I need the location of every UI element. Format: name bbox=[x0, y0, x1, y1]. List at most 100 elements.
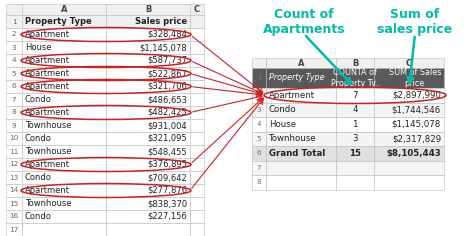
Bar bbox=[6, 41, 22, 54]
Text: $2,897,990: $2,897,990 bbox=[392, 91, 441, 100]
Text: Apartment: Apartment bbox=[25, 82, 70, 91]
Text: 11: 11 bbox=[9, 148, 18, 155]
Bar bbox=[336, 146, 374, 160]
Text: Property Type: Property Type bbox=[269, 73, 325, 83]
Text: $1,145,078: $1,145,078 bbox=[139, 43, 187, 52]
Text: Townhouse: Townhouse bbox=[25, 121, 72, 130]
Bar bbox=[190, 132, 204, 145]
Text: 8: 8 bbox=[257, 179, 261, 185]
Bar bbox=[190, 41, 204, 54]
Bar bbox=[190, 223, 204, 236]
Text: 6: 6 bbox=[257, 150, 261, 156]
Bar bbox=[106, 28, 190, 41]
Text: Apartment: Apartment bbox=[25, 108, 70, 117]
Bar bbox=[336, 68, 374, 88]
Bar bbox=[6, 145, 22, 158]
Text: 7: 7 bbox=[12, 97, 16, 102]
Bar bbox=[190, 158, 204, 171]
Bar bbox=[106, 210, 190, 223]
Text: A: A bbox=[61, 5, 67, 14]
Bar bbox=[106, 197, 190, 210]
Bar bbox=[190, 106, 204, 119]
Bar bbox=[22, 223, 106, 236]
Text: $482,425: $482,425 bbox=[147, 108, 187, 117]
Bar bbox=[266, 117, 336, 131]
Bar bbox=[190, 4, 204, 15]
Bar bbox=[106, 15, 190, 28]
Text: Apartment: Apartment bbox=[269, 91, 315, 100]
Bar bbox=[6, 15, 22, 28]
Bar bbox=[106, 41, 190, 54]
Text: $1,145,078: $1,145,078 bbox=[392, 120, 441, 129]
Bar bbox=[266, 175, 336, 190]
Text: Apartment: Apartment bbox=[25, 69, 70, 78]
Bar bbox=[6, 158, 22, 171]
Text: B: B bbox=[352, 59, 358, 67]
Text: 9: 9 bbox=[12, 122, 16, 128]
Bar bbox=[6, 80, 22, 93]
Bar bbox=[106, 80, 190, 93]
Text: B: B bbox=[145, 5, 151, 14]
Bar bbox=[266, 88, 336, 102]
Text: 12: 12 bbox=[9, 161, 18, 168]
Text: $2,317,829: $2,317,829 bbox=[392, 134, 441, 143]
Bar bbox=[106, 145, 190, 158]
Bar bbox=[22, 93, 106, 106]
Text: $486,653: $486,653 bbox=[147, 95, 187, 104]
Bar bbox=[6, 67, 22, 80]
Bar bbox=[252, 88, 266, 102]
Bar bbox=[190, 145, 204, 158]
Text: Sum of
sales price: Sum of sales price bbox=[377, 8, 453, 36]
Text: Condo: Condo bbox=[25, 134, 52, 143]
Text: $227,156: $227,156 bbox=[147, 212, 187, 221]
Bar bbox=[22, 132, 106, 145]
Bar bbox=[22, 54, 106, 67]
Bar bbox=[336, 131, 374, 146]
Bar bbox=[252, 175, 266, 190]
Text: 7: 7 bbox=[257, 165, 261, 171]
Text: 8: 8 bbox=[12, 110, 16, 115]
Bar bbox=[266, 131, 336, 146]
Text: 7: 7 bbox=[352, 91, 358, 100]
Bar bbox=[252, 117, 266, 131]
Text: 16: 16 bbox=[9, 214, 18, 219]
Bar bbox=[106, 171, 190, 184]
Bar bbox=[6, 210, 22, 223]
Bar bbox=[374, 117, 444, 131]
Bar bbox=[106, 223, 190, 236]
Text: 6: 6 bbox=[12, 84, 16, 89]
Bar bbox=[252, 58, 266, 68]
Bar bbox=[190, 28, 204, 41]
Bar bbox=[6, 119, 22, 132]
Text: $321,095: $321,095 bbox=[147, 134, 187, 143]
Bar bbox=[374, 68, 444, 88]
Bar bbox=[106, 132, 190, 145]
Text: $328,484: $328,484 bbox=[147, 30, 187, 39]
Text: Condo: Condo bbox=[25, 95, 52, 104]
Bar bbox=[6, 223, 22, 236]
Text: 14: 14 bbox=[9, 187, 18, 194]
Bar bbox=[190, 197, 204, 210]
Text: Apartment: Apartment bbox=[25, 56, 70, 65]
Bar bbox=[106, 106, 190, 119]
Text: 2: 2 bbox=[12, 31, 16, 38]
Bar bbox=[252, 102, 266, 117]
Text: 15: 15 bbox=[9, 201, 18, 206]
Bar bbox=[22, 106, 106, 119]
Text: 3: 3 bbox=[352, 134, 358, 143]
Bar bbox=[374, 58, 444, 68]
Text: Apartment: Apartment bbox=[25, 160, 70, 169]
Bar bbox=[6, 4, 22, 15]
Bar bbox=[190, 184, 204, 197]
Bar bbox=[336, 160, 374, 175]
Text: Grand Total: Grand Total bbox=[269, 149, 325, 158]
Bar bbox=[22, 80, 106, 93]
Text: $376,895: $376,895 bbox=[147, 160, 187, 169]
Bar bbox=[6, 171, 22, 184]
Bar bbox=[190, 15, 204, 28]
Bar bbox=[106, 158, 190, 171]
Text: Count of
Apartments: Count of Apartments bbox=[263, 8, 346, 36]
Bar bbox=[336, 117, 374, 131]
Bar bbox=[374, 131, 444, 146]
Text: 5: 5 bbox=[257, 136, 261, 142]
